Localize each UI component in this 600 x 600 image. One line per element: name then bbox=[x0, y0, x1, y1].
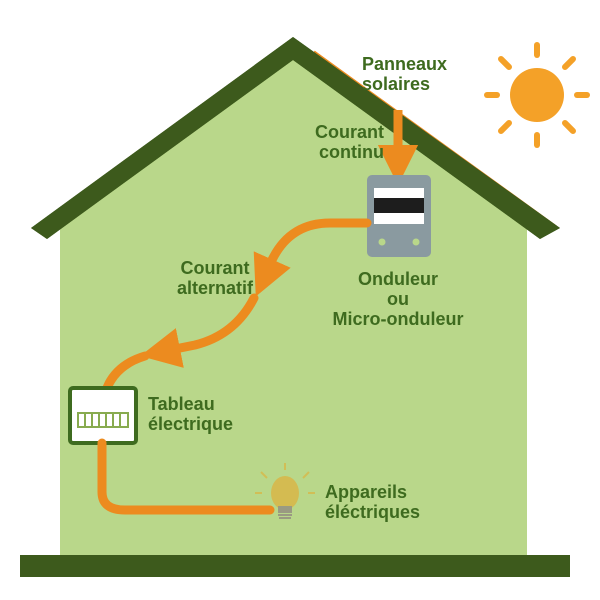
label-inverter-3: Micro-onduleur bbox=[333, 309, 464, 329]
label-appliances-2: éléctriques bbox=[325, 502, 420, 522]
label-ac-2: alternatif bbox=[177, 278, 254, 298]
inverter-icon bbox=[367, 175, 431, 257]
label-dc-1: Courant bbox=[315, 122, 384, 142]
label-inverter-1: Onduleur bbox=[358, 269, 438, 289]
label-panels-1: Panneaux bbox=[362, 54, 447, 74]
label-inverter-2: ou bbox=[387, 289, 409, 309]
sun-icon bbox=[487, 45, 587, 145]
label-ac-1: Courant bbox=[181, 258, 250, 278]
electrical-panel-icon bbox=[70, 388, 136, 443]
label-board-1: Tableau bbox=[148, 394, 215, 414]
solar-house-diagram: Panneaux solaires Courant continu Couran… bbox=[0, 0, 600, 600]
label-panels-2: solaires bbox=[362, 74, 430, 94]
label-board-2: électrique bbox=[148, 414, 233, 434]
label-appliances-1: Appareils bbox=[325, 482, 407, 502]
house-base bbox=[20, 555, 570, 577]
label-dc-2: continu bbox=[319, 142, 384, 162]
